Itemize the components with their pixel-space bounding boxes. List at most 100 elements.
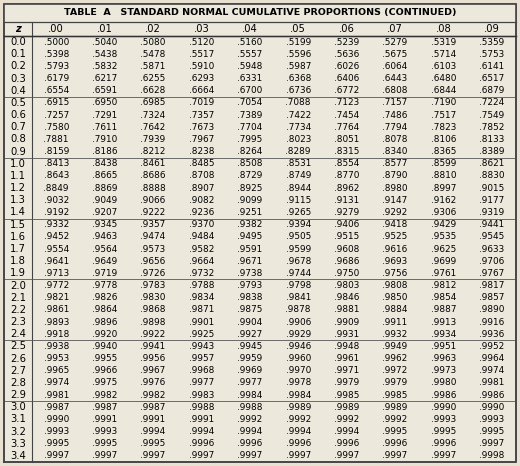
Text: 3.2: 3.2: [10, 426, 26, 437]
Text: .5239: .5239: [334, 38, 359, 47]
Text: .9936: .9936: [479, 330, 504, 339]
Text: .9982: .9982: [92, 391, 118, 399]
Text: .6808: .6808: [382, 86, 408, 95]
Text: .9963: .9963: [431, 354, 456, 363]
Text: .9981: .9981: [479, 378, 504, 387]
Text: .6950: .6950: [92, 98, 117, 108]
Text: .9573: .9573: [140, 245, 166, 254]
Text: .9994: .9994: [285, 427, 311, 436]
Text: .9798: .9798: [285, 281, 311, 290]
Text: .9505: .9505: [285, 233, 311, 241]
Text: .9993: .9993: [431, 415, 456, 424]
Text: .9192: .9192: [44, 208, 69, 217]
Text: .9974: .9974: [44, 378, 69, 387]
Text: .9974: .9974: [479, 366, 504, 375]
Text: .5871: .5871: [140, 62, 166, 71]
Text: .8770: .8770: [334, 171, 359, 180]
Text: .6443: .6443: [382, 74, 408, 83]
Text: .5160: .5160: [237, 38, 263, 47]
Text: 0.9: 0.9: [10, 147, 26, 157]
Text: .00: .00: [48, 24, 64, 34]
Text: .8212: .8212: [140, 147, 166, 156]
Text: .9850: .9850: [382, 293, 408, 302]
Text: .9979: .9979: [382, 378, 408, 387]
Text: .5987: .5987: [285, 62, 311, 71]
Text: .5199: .5199: [285, 38, 311, 47]
Text: .9948: .9948: [334, 342, 359, 351]
Text: .9984: .9984: [285, 391, 311, 399]
Text: .5753: .5753: [479, 50, 504, 59]
Text: .9649: .9649: [92, 257, 117, 266]
Text: .8749: .8749: [285, 171, 311, 180]
Text: .7794: .7794: [382, 123, 408, 132]
Text: .7517: .7517: [431, 110, 456, 120]
Text: .7852: .7852: [479, 123, 504, 132]
Text: .6026: .6026: [334, 62, 359, 71]
Text: .9997: .9997: [237, 452, 263, 460]
Text: 1.8: 1.8: [10, 256, 26, 266]
Text: .9997: .9997: [285, 452, 311, 460]
Text: .9977: .9977: [189, 378, 214, 387]
Text: .9993: .9993: [92, 427, 117, 436]
Text: .8907: .8907: [189, 184, 214, 192]
Text: .9997: .9997: [382, 452, 408, 460]
Text: .9382: .9382: [237, 220, 263, 229]
Bar: [4, 4, 516, 22]
Text: .9995: .9995: [382, 427, 408, 436]
Text: 0.5: 0.5: [10, 98, 26, 108]
Text: .7123: .7123: [334, 98, 359, 108]
Text: .9474: .9474: [140, 233, 166, 241]
Text: .9750: .9750: [334, 269, 359, 278]
Text: .9441: .9441: [479, 220, 504, 229]
Text: .9821: .9821: [44, 293, 69, 302]
Text: .6293: .6293: [189, 74, 214, 83]
Text: .7642: .7642: [140, 123, 166, 132]
Text: .8665: .8665: [92, 171, 118, 180]
Text: .9671: .9671: [237, 257, 263, 266]
Text: .9841: .9841: [285, 293, 311, 302]
Text: .7580: .7580: [44, 123, 69, 132]
Text: .6844: .6844: [431, 86, 456, 95]
Text: .9973: .9973: [431, 366, 456, 375]
Text: .7486: .7486: [382, 110, 408, 120]
Text: .9995: .9995: [140, 439, 166, 448]
Text: .9996: .9996: [189, 439, 214, 448]
Text: .5910: .5910: [189, 62, 214, 71]
Text: .9995: .9995: [44, 439, 69, 448]
Text: .9861: .9861: [44, 305, 69, 315]
Text: 1.0: 1.0: [10, 159, 26, 169]
Text: .9898: .9898: [140, 317, 166, 327]
Text: .9996: .9996: [285, 439, 311, 448]
Text: .7224: .7224: [479, 98, 504, 108]
Text: .5040: .5040: [92, 38, 117, 47]
Text: .03: .03: [193, 24, 209, 34]
Text: .8790: .8790: [382, 171, 408, 180]
Text: .9222: .9222: [140, 208, 166, 217]
Text: .8962: .8962: [334, 184, 359, 192]
Text: .9946: .9946: [285, 342, 311, 351]
Text: .9599: .9599: [285, 245, 311, 254]
Text: .9767: .9767: [479, 269, 504, 278]
Text: .9981: .9981: [44, 391, 69, 399]
Text: .9941: .9941: [140, 342, 166, 351]
Text: .5080: .5080: [140, 38, 166, 47]
Text: .9846: .9846: [334, 293, 359, 302]
Text: .9959: .9959: [237, 354, 263, 363]
Text: .9990: .9990: [479, 403, 504, 412]
Text: .8830: .8830: [479, 171, 504, 180]
Text: .9744: .9744: [285, 269, 311, 278]
Text: .9965: .9965: [44, 366, 69, 375]
Text: 0.0: 0.0: [10, 37, 26, 47]
Text: .9756: .9756: [382, 269, 408, 278]
Text: .9608: .9608: [334, 245, 359, 254]
Text: .9916: .9916: [479, 317, 504, 327]
Text: .7734: .7734: [285, 123, 311, 132]
Text: .9971: .9971: [334, 366, 359, 375]
Text: .8577: .8577: [382, 159, 408, 168]
Text: .9995: .9995: [431, 427, 456, 436]
Text: .7764: .7764: [334, 123, 359, 132]
Text: .9625: .9625: [431, 245, 456, 254]
Text: .9633: .9633: [479, 245, 504, 254]
Text: .9986: .9986: [479, 391, 504, 399]
Text: .6591: .6591: [92, 86, 117, 95]
